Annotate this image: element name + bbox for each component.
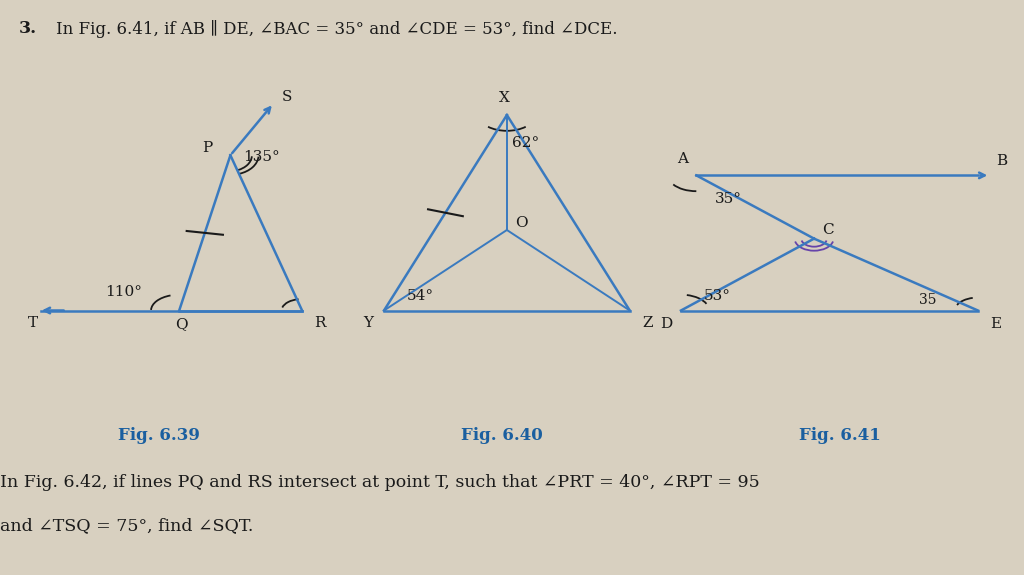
Text: 54°: 54° bbox=[407, 289, 433, 303]
Text: 35°: 35° bbox=[715, 192, 741, 206]
Text: In Fig. 6.42, if lines PQ and RS intersect at point T, such that ∠PRT = 40°, ∠RP: In Fig. 6.42, if lines PQ and RS interse… bbox=[0, 474, 760, 492]
Text: 110°: 110° bbox=[105, 285, 142, 299]
Text: Fig. 6.41: Fig. 6.41 bbox=[799, 427, 881, 444]
Text: 3.: 3. bbox=[18, 20, 37, 37]
Text: 135°: 135° bbox=[243, 150, 280, 164]
Text: C: C bbox=[822, 223, 834, 237]
Text: 62°: 62° bbox=[512, 136, 540, 150]
Text: X: X bbox=[500, 91, 510, 105]
Text: D: D bbox=[660, 317, 673, 331]
Text: E: E bbox=[990, 317, 1001, 331]
Text: P: P bbox=[202, 141, 212, 155]
Text: Fig. 6.40: Fig. 6.40 bbox=[461, 427, 543, 444]
Text: S: S bbox=[282, 90, 292, 105]
Text: and ∠TSQ = 75°, find ∠SQT.: and ∠TSQ = 75°, find ∠SQT. bbox=[0, 518, 253, 535]
Text: B: B bbox=[996, 154, 1008, 168]
Text: In Fig. 6.41, if AB ∥ DE, ∠BAC = 35° and ∠CDE = 53°, find ∠DCE.: In Fig. 6.41, if AB ∥ DE, ∠BAC = 35° and… bbox=[56, 20, 617, 38]
Text: Z: Z bbox=[642, 316, 652, 329]
Text: 53°: 53° bbox=[703, 289, 730, 303]
Text: O: O bbox=[515, 216, 527, 230]
Text: Q: Q bbox=[175, 317, 187, 331]
Text: A: A bbox=[677, 152, 688, 166]
Text: 35: 35 bbox=[919, 293, 936, 306]
Text: Y: Y bbox=[364, 316, 374, 329]
Text: T: T bbox=[28, 316, 38, 329]
Text: R: R bbox=[314, 316, 326, 329]
Text: Fig. 6.39: Fig. 6.39 bbox=[118, 427, 200, 444]
